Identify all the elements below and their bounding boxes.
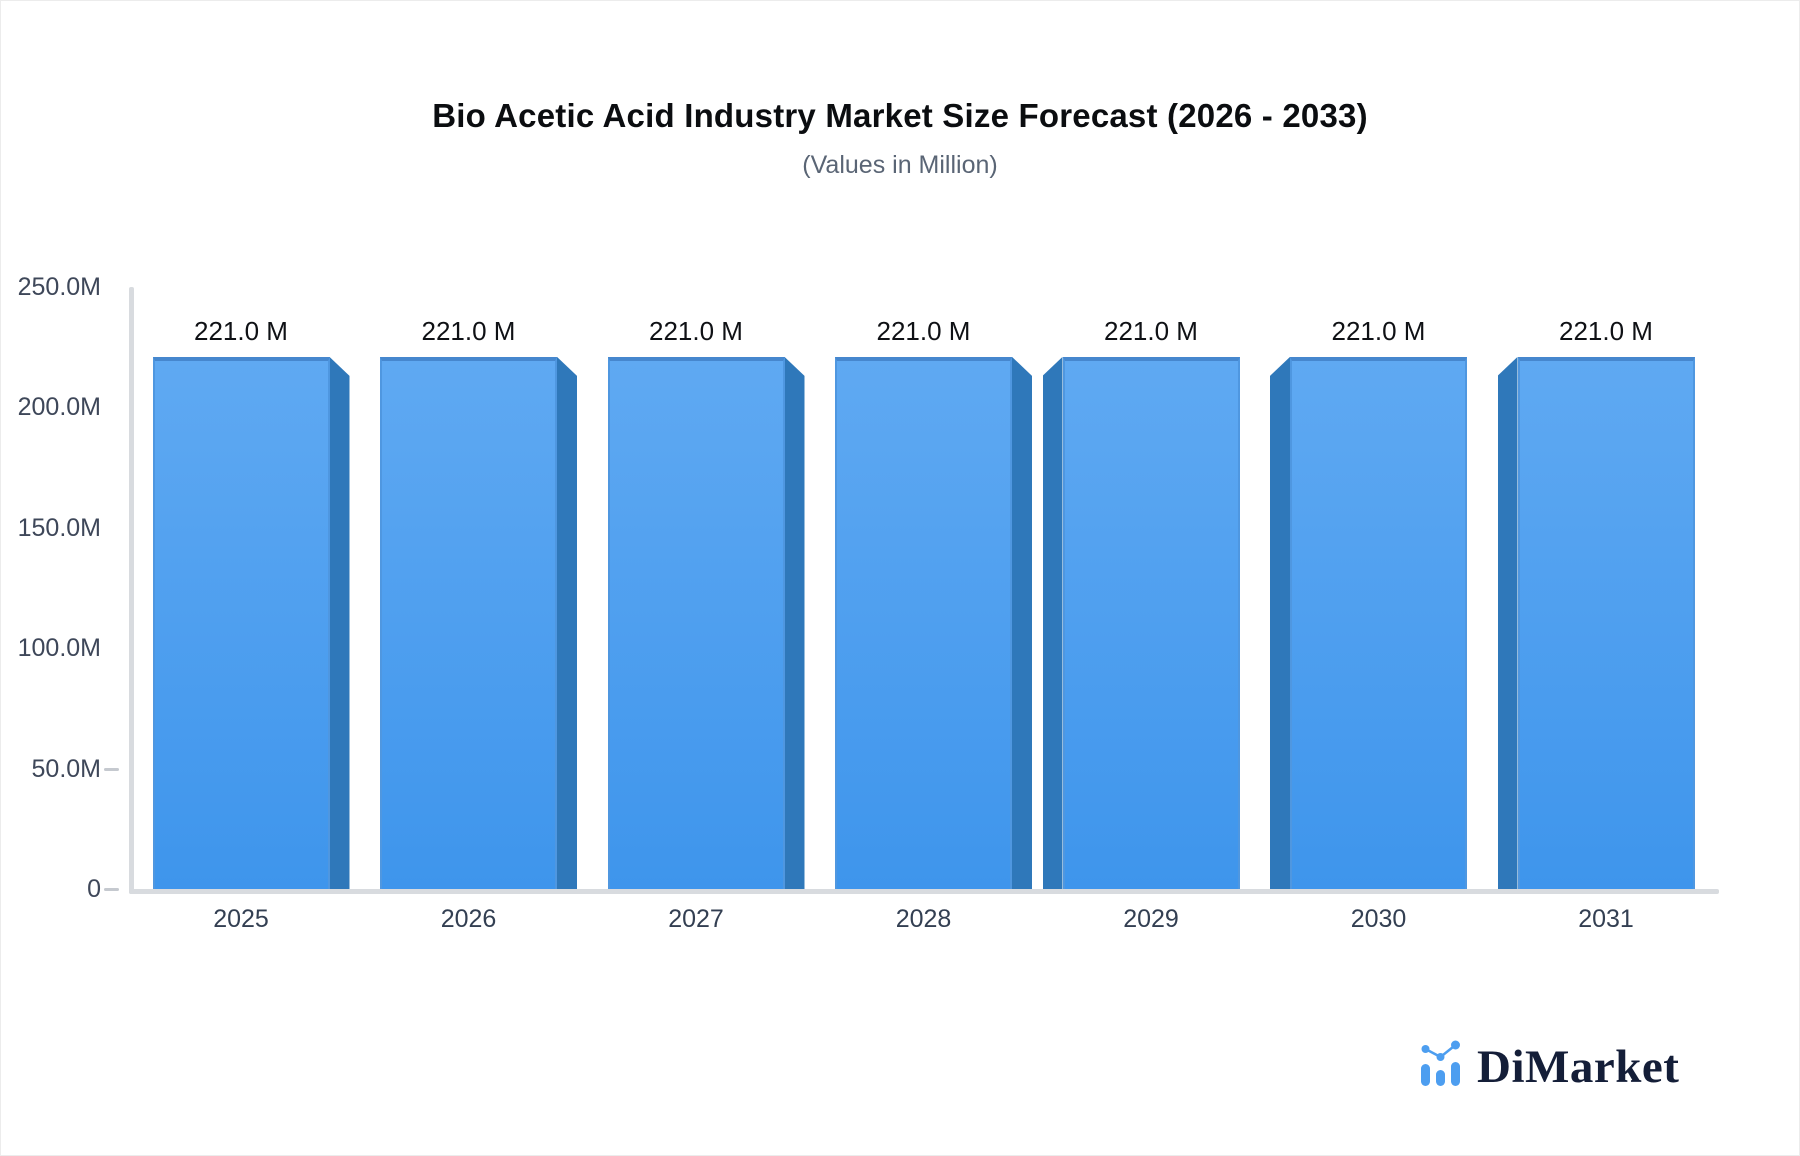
y-tick-label: 50.0M — [31, 754, 101, 783]
x-axis-line — [129, 889, 1719, 894]
bar-side-face-2025 — [329, 356, 350, 889]
x-tick-label: 2031 — [1578, 905, 1634, 933]
bar-2030[interactable] — [1290, 356, 1467, 889]
y-tick-label: 0 — [87, 875, 101, 903]
bar-2028[interactable] — [835, 356, 1012, 889]
y-tick-label: 100.0M — [17, 634, 101, 663]
bar-2027[interactable] — [607, 356, 785, 889]
chart-subtitle: (Values in Million) — [802, 151, 998, 179]
bar-2025[interactable] — [152, 356, 330, 889]
x-tick-label: 2025 — [213, 905, 269, 933]
bar-side-face-2026 — [557, 356, 577, 889]
x-tick-label: 2026 — [440, 905, 497, 933]
dimarket-logo-text: DiMarket — [1477, 1041, 1680, 1093]
dimarket-logo: DiMarket — [1419, 1037, 1679, 1091]
bar-chart-logo-icon — [1421, 1040, 1460, 1086]
bar-value-label: 221.0 M — [1104, 315, 1198, 346]
y-tick-mark — [104, 888, 119, 891]
bar-value-label: 221.0 M — [649, 315, 743, 346]
x-tick-label: 2030 — [1350, 905, 1407, 933]
bar-side-face-2029 — [1042, 356, 1063, 889]
bar-side-face-2027 — [784, 356, 805, 889]
y-tick-label: 150.0M — [17, 513, 101, 542]
x-tick-label: 2029 — [1123, 905, 1179, 933]
bar-side-face-2031 — [1497, 356, 1518, 889]
bar-side-face-2028 — [1012, 356, 1032, 889]
bar-value-label: 221.0 M — [1331, 315, 1426, 346]
bar-value-label: 221.0 M — [876, 315, 971, 346]
bar-value-label: 221.0 M — [421, 315, 516, 346]
chart-title: Bio Acetic Acid Industry Market Size For… — [432, 97, 1368, 134]
y-tick-mark — [104, 767, 119, 771]
x-tick-label: 2028 — [895, 905, 952, 933]
bar-2031[interactable] — [1517, 356, 1695, 889]
bar-side-face-2030 — [1270, 356, 1290, 889]
bar-2029[interactable] — [1062, 356, 1240, 889]
bar-value-label: 221.0 M — [1559, 315, 1653, 346]
y-tick-label: 200.0M — [17, 393, 101, 422]
bar-2026[interactable] — [380, 356, 557, 889]
y-axis-line — [129, 287, 134, 894]
bar-value-label: 221.0 M — [194, 315, 288, 346]
x-tick-label: 2027 — [668, 905, 724, 933]
y-tick-label: 250.0M — [17, 273, 101, 301]
